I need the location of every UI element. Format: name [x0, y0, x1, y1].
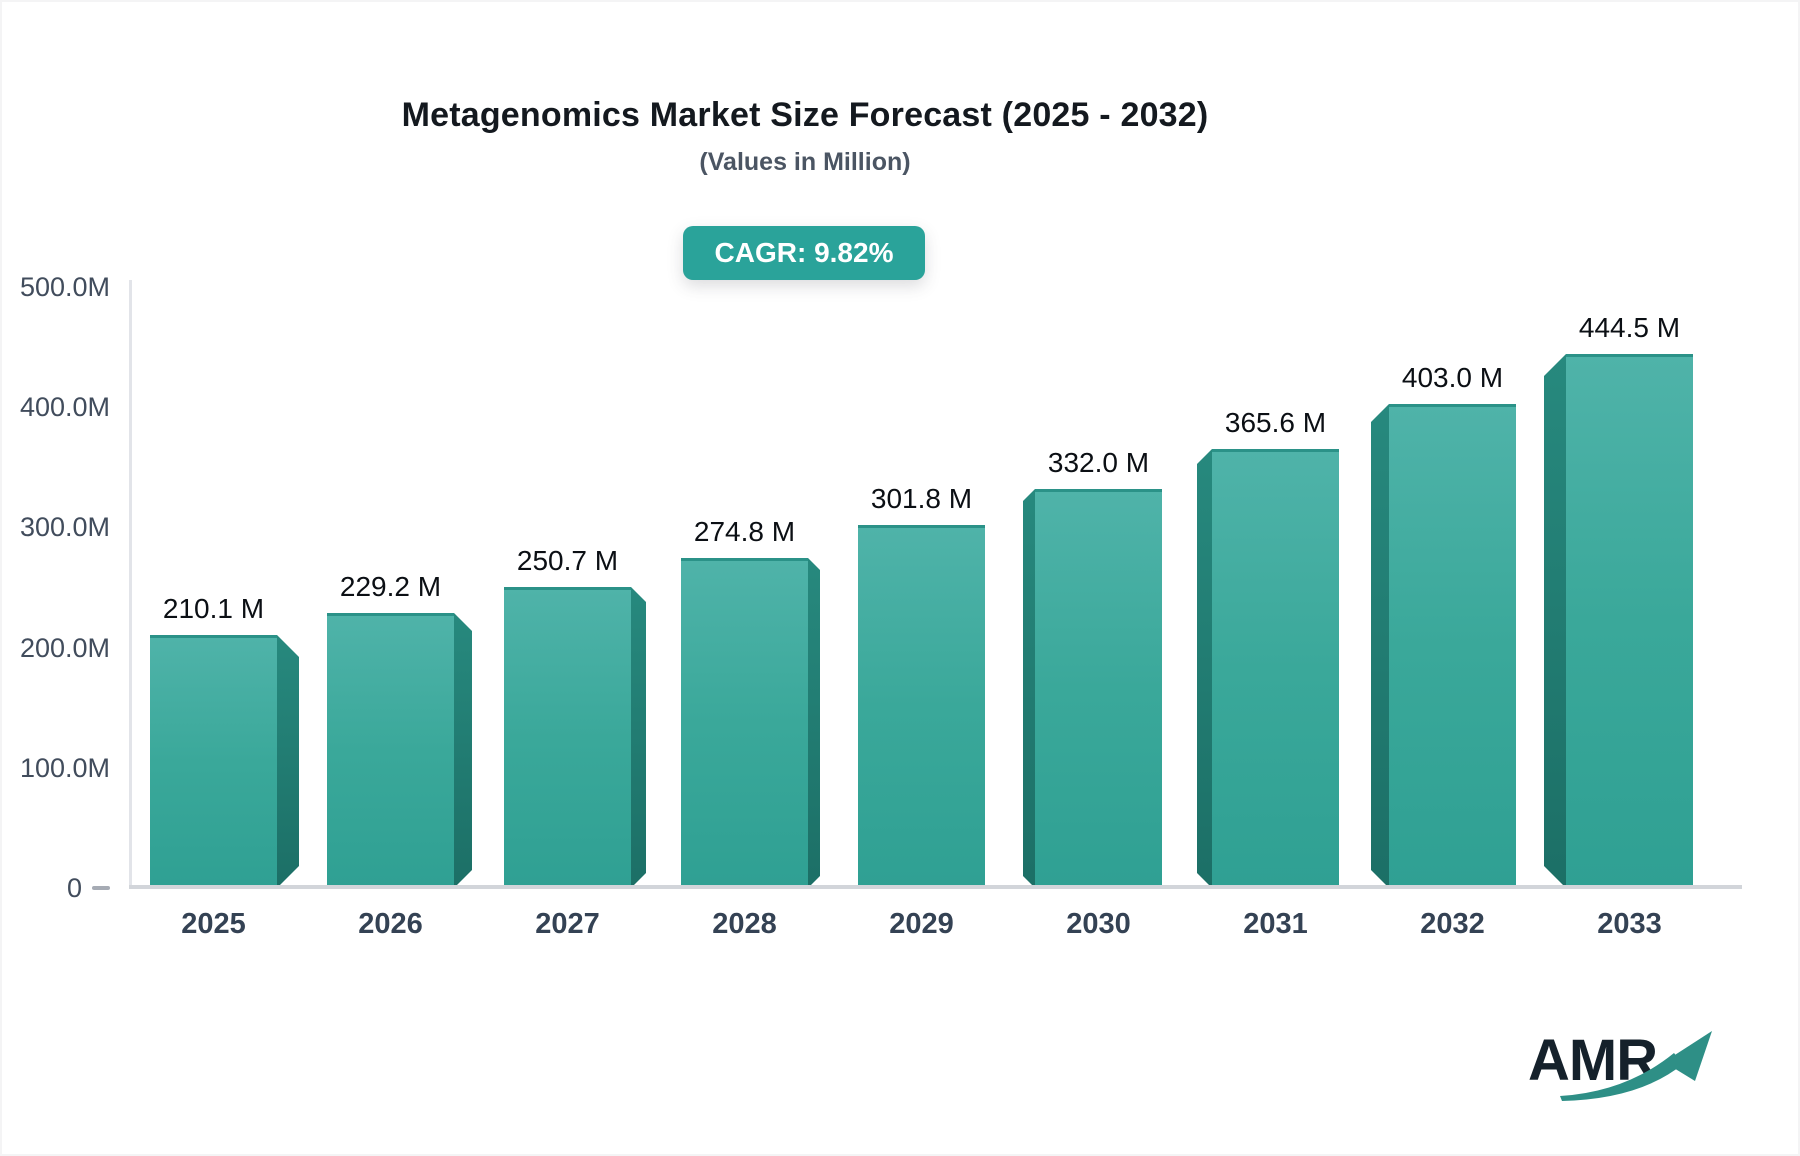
y-axis-line — [129, 280, 132, 888]
bar-value-label: 332.0 M — [1047, 447, 1150, 478]
chart-subtitle: (Values in Million) — [699, 148, 911, 176]
x-tick-label: 2033 — [1597, 908, 1662, 940]
x-tick-label: 2031 — [1243, 908, 1308, 940]
cagr-badge: CAGR: 9.82% — [683, 226, 925, 280]
bar-value-label: 301.8 M — [870, 483, 973, 514]
bar-2031 — [1212, 449, 1339, 888]
bar-side-shade — [808, 558, 820, 888]
y-tick-label: 500.0M — [19, 272, 110, 302]
amr-logo: AMR — [1528, 1026, 1718, 1106]
bar-2032 — [1389, 404, 1516, 888]
y-tick-label: 300.0M — [19, 512, 110, 543]
x-tick-label: 2027 — [535, 908, 600, 940]
bar-side-shade — [1371, 404, 1389, 888]
bar-value-label: 365.6 M — [1224, 407, 1327, 438]
x-tick-label: 2026 — [358, 908, 423, 940]
bar-2033 — [1566, 354, 1693, 888]
bar-side-shade — [1197, 449, 1212, 888]
bar-2027 — [504, 587, 631, 888]
y-tick-label: 400.0M — [19, 392, 110, 423]
bar-side-shade — [631, 587, 646, 888]
x-tick-label: 2032 — [1420, 908, 1485, 940]
bar-side-shade — [277, 635, 299, 888]
zero-tick-mark — [92, 886, 110, 890]
bar-value-label: 444.5 M — [1578, 312, 1681, 343]
bar-side-shade — [454, 613, 472, 888]
bar-value-label: 274.8 M — [693, 516, 796, 547]
bar-side-shade — [1544, 354, 1566, 888]
bar-value-label: 229.2 M — [339, 571, 442, 602]
growth-arrow-icon — [1560, 1031, 1712, 1101]
y-tick-label: 200.0M — [19, 632, 110, 663]
bar-2026 — [327, 613, 454, 888]
bar-2029 — [858, 525, 985, 888]
bar-value-label: 403.0 M — [1401, 362, 1504, 393]
bar-value-label: 250.7 M — [516, 545, 619, 576]
bar-2028 — [681, 558, 808, 888]
x-tick-label: 2029 — [889, 908, 954, 940]
bar-2030 — [1035, 489, 1162, 888]
x-tick-label: 2025 — [181, 908, 246, 940]
bar-value-label: 210.1 M — [162, 593, 265, 624]
chart-title: Metagenomics Market Size Forecast (2025 … — [401, 96, 1209, 134]
x-axis-line — [129, 885, 1742, 889]
y-tick-label: 100.0M — [19, 752, 110, 783]
x-tick-label: 2028 — [712, 908, 777, 940]
bar-2025 — [150, 635, 277, 888]
bar-side-shade — [1023, 489, 1035, 888]
x-tick-label: 2030 — [1066, 908, 1131, 940]
y-tick-label: 0 — [66, 873, 82, 903]
